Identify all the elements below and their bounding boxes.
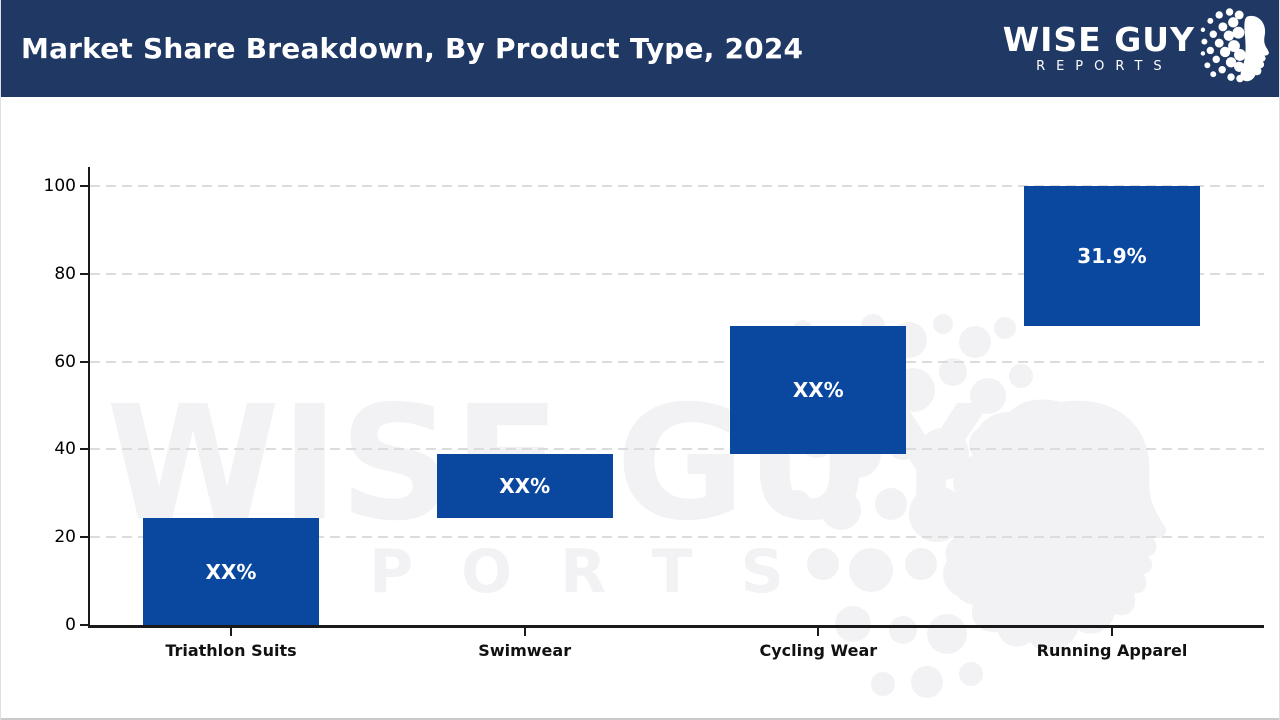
y-axis-spine <box>88 167 90 628</box>
x-axis-spine <box>88 625 1264 628</box>
bar-value-label: XX% <box>499 474 551 499</box>
x-axis-label: Swimwear <box>478 641 572 660</box>
x-tick-mark <box>523 628 526 636</box>
face-dots-icon <box>1200 7 1269 82</box>
brand-subname: REPORTS <box>1036 59 1173 75</box>
bar: 31.9% <box>1024 186 1200 327</box>
header-bar: Market Share Breakdown, By Product Type,… <box>1 0 1279 97</box>
brand-logo: WISE GUY REPORTS <box>1003 0 1271 97</box>
image-bottom-border <box>1 718 1279 720</box>
gridline <box>90 360 1264 363</box>
y-tick-label: 0 <box>65 615 76 635</box>
y-tick-label: 40 <box>54 439 76 460</box>
gridline <box>90 448 1264 451</box>
chart-title: Market Share Breakdown, By Product Type,… <box>21 32 804 65</box>
gridline <box>90 536 1264 539</box>
x-tick-mark <box>230 628 232 636</box>
y-tick-label: 20 <box>54 527 76 548</box>
y-tick-mark <box>80 360 88 363</box>
brand-name: WISE GUY <box>1002 19 1195 59</box>
y-tick-mark <box>80 448 88 451</box>
x-axis-label: Cycling Wear <box>759 641 878 660</box>
x-tick-mark <box>1111 628 1113 636</box>
bar: XX% <box>143 518 319 625</box>
x-tick-mark <box>817 628 820 636</box>
gridline <box>90 185 1264 187</box>
gridline <box>90 272 1264 275</box>
y-tick-label: 100 <box>43 176 76 196</box>
y-tick-mark <box>80 272 88 275</box>
plot-area: WISE GUY REPORTS 0 20 40 60 80 1 <box>1 97 1279 718</box>
y-tick-label: 80 <box>54 263 76 284</box>
bar: XX% <box>730 326 907 455</box>
y-tick-mark <box>80 185 88 187</box>
x-axis-label: Running Apparel <box>1036 641 1188 660</box>
y-tick-mark <box>80 536 88 539</box>
x-axis-label: Triathlon Suits <box>165 641 297 660</box>
bar-value-label: XX% <box>205 559 257 584</box>
brand-logo-text: WISE GUY REPORTS <box>1002 19 1195 75</box>
bar-value-label: XX% <box>792 378 844 403</box>
y-tick-mark <box>80 624 88 626</box>
y-tick-label: 60 <box>54 351 76 372</box>
bar-value-label: 31.9% <box>1077 244 1147 269</box>
bar: XX% <box>436 454 613 519</box>
